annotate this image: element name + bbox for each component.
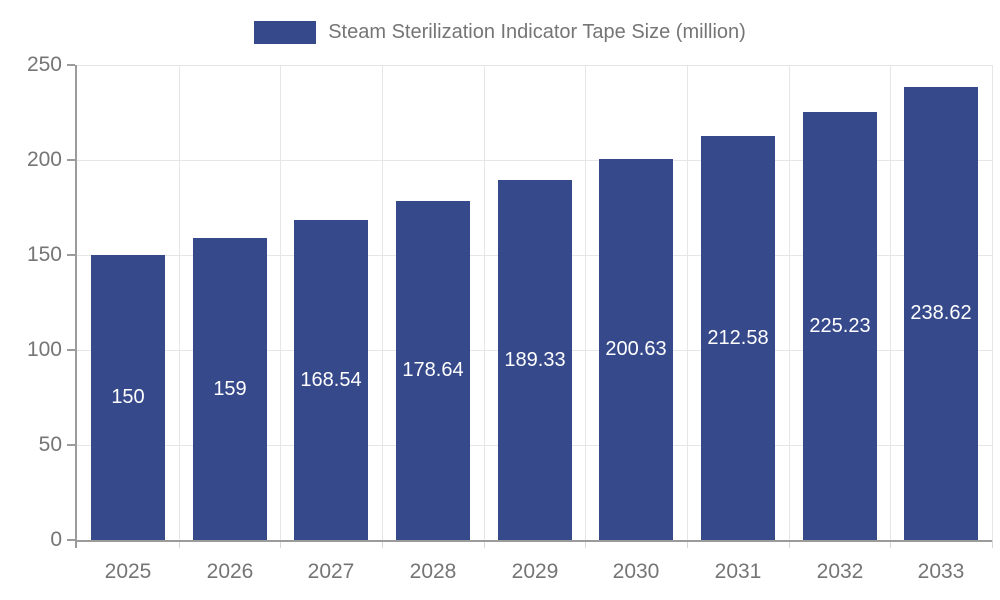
gridline-vertical (585, 65, 586, 540)
x-axis-tick (992, 540, 993, 548)
bar[interactable]: 150 (91, 255, 165, 540)
y-tick-label: 200 (26, 148, 62, 171)
gridline-horizontal (77, 160, 992, 161)
bar[interactable]: 200.63 (599, 159, 673, 540)
x-tick-label: 2033 (917, 560, 965, 583)
gridline-vertical (992, 65, 993, 540)
legend-item[interactable]: Steam Sterilization Indicator Tape Size … (0, 16, 1000, 48)
y-axis-tick (67, 349, 75, 351)
x-axis-tick (890, 540, 891, 548)
bar-value-label: 159 (213, 377, 247, 400)
gridline-horizontal (77, 65, 992, 66)
x-tick-label: 2031 (714, 560, 762, 583)
bar-value-label: 168.54 (300, 368, 362, 391)
y-axis-tick (67, 254, 75, 256)
bar[interactable]: 212.58 (701, 136, 775, 540)
y-axis-tick (67, 539, 75, 541)
x-tick-label: 2025 (104, 560, 152, 583)
y-axis-tick (67, 64, 75, 66)
x-axis-line (75, 540, 992, 542)
x-tick-label: 2032 (816, 560, 864, 583)
legend-label: Steam Sterilization Indicator Tape Size … (328, 20, 746, 43)
x-tick-label: 2027 (307, 560, 355, 583)
x-axis-tick (382, 540, 383, 548)
gridline-vertical (890, 65, 891, 540)
gridline-vertical (484, 65, 485, 540)
x-axis-tick (484, 540, 485, 548)
x-axis-tick (585, 540, 586, 548)
x-axis-tick (687, 540, 688, 548)
bar-value-label: 238.62 (910, 302, 972, 324)
bar[interactable]: 225.23 (803, 112, 877, 540)
y-axis-line (75, 65, 77, 548)
x-tick-label: 2028 (409, 560, 457, 583)
bar-value-label: 150 (111, 386, 145, 408)
bar-value-label: 212.58 (707, 326, 769, 349)
y-tick-label: 250 (26, 53, 62, 76)
bar-value-label: 225.23 (809, 314, 871, 337)
gridline-vertical (687, 65, 688, 540)
x-tick-label: 2026 (206, 560, 254, 583)
bar[interactable]: 159 (193, 238, 267, 540)
x-axis-tick (280, 540, 281, 548)
legend-swatch-icon (254, 20, 317, 44)
x-tick-label: 2030 (612, 560, 660, 583)
gridline-vertical (789, 65, 790, 540)
y-tick-label: 0 (50, 528, 62, 551)
x-axis-tick (179, 540, 180, 548)
bar-value-label: 178.64 (402, 359, 464, 381)
bar[interactable]: 178.64 (396, 201, 470, 540)
x-axis-tick (789, 540, 790, 548)
y-axis-tick (67, 444, 75, 446)
bar-value-label: 189.33 (504, 348, 566, 371)
y-tick-label: 100 (26, 338, 62, 361)
y-tick-label: 150 (26, 243, 62, 266)
y-axis-tick (67, 159, 75, 161)
bar[interactable]: 168.54 (294, 220, 368, 540)
y-tick-label: 50 (38, 433, 62, 456)
bar[interactable]: 238.62 (904, 87, 978, 540)
x-tick-label: 2029 (511, 560, 559, 583)
gridline-vertical (382, 65, 383, 540)
bar-value-label: 200.63 (605, 338, 667, 360)
gridline-vertical (179, 65, 180, 540)
bar[interactable]: 189.33 (498, 180, 572, 540)
gridline-vertical (280, 65, 281, 540)
